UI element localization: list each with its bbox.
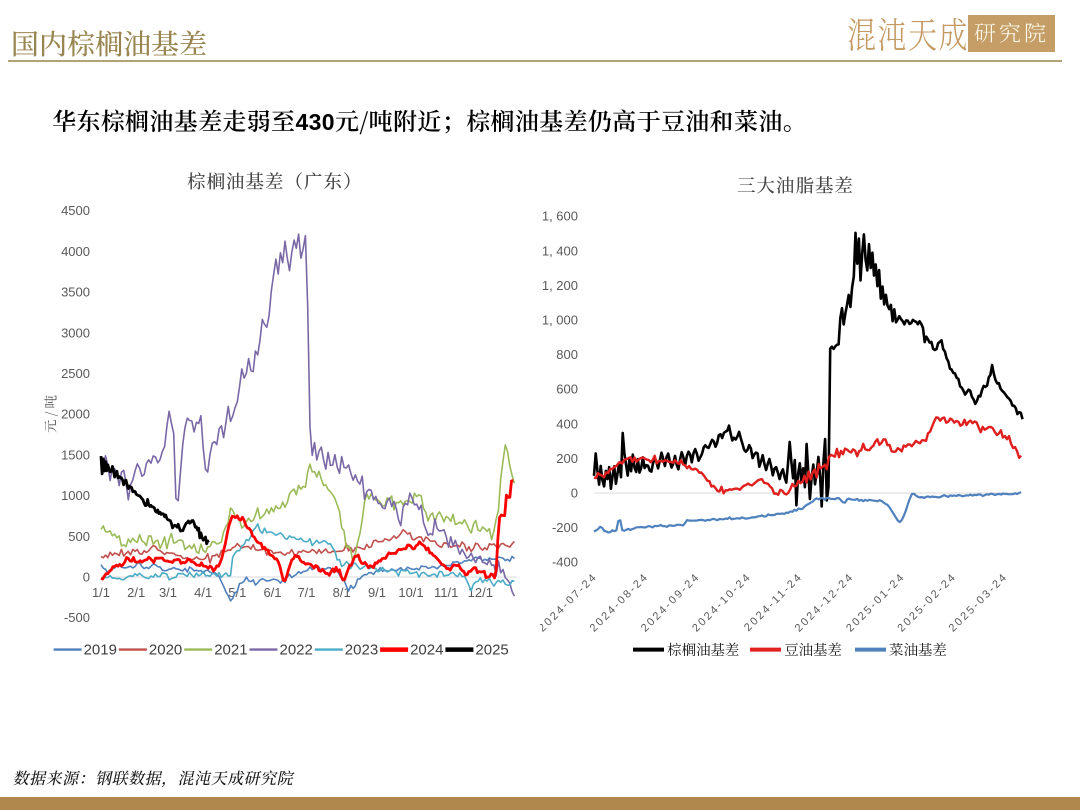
svg-text:1, 400: 1, 400: [542, 243, 578, 258]
svg-text:1500: 1500: [61, 447, 90, 462]
svg-text:2500: 2500: [61, 366, 90, 381]
svg-text:4500: 4500: [61, 203, 90, 218]
svg-text:500: 500: [68, 529, 90, 544]
svg-text:豆油基差: 豆油基差: [784, 639, 842, 660]
svg-text:1/1: 1/1: [92, 585, 110, 600]
svg-text:2023: 2023: [345, 642, 378, 659]
svg-text:2021: 2021: [214, 642, 247, 659]
svg-text:1, 600: 1, 600: [542, 209, 578, 224]
svg-text:10/1: 10/1: [398, 585, 423, 600]
svg-text:2000: 2000: [61, 407, 90, 422]
svg-text:9/1: 9/1: [368, 585, 386, 600]
svg-text:8/1: 8/1: [333, 585, 351, 600]
svg-text:5/1: 5/1: [228, 585, 246, 600]
svg-text:3000: 3000: [61, 325, 90, 340]
svg-text:7/1: 7/1: [297, 585, 315, 600]
svg-text:3500: 3500: [61, 285, 90, 300]
svg-text:12/1: 12/1: [468, 585, 493, 600]
svg-text:元/吨: 元/吨: [40, 392, 60, 433]
svg-text:棕榈油基差: 棕榈油基差: [667, 639, 740, 660]
svg-text:0: 0: [83, 570, 90, 585]
svg-text:4000: 4000: [61, 244, 90, 259]
svg-text:0: 0: [571, 486, 578, 501]
svg-text:2/1: 2/1: [127, 585, 145, 600]
svg-text:4/1: 4/1: [194, 585, 212, 600]
svg-text:-500: -500: [64, 610, 90, 625]
svg-text:2022: 2022: [280, 642, 313, 659]
svg-text:2020: 2020: [149, 642, 182, 659]
svg-text:200: 200: [556, 451, 578, 466]
svg-text:400: 400: [556, 416, 578, 431]
svg-text:11/1: 11/1: [434, 585, 458, 600]
svg-text:-400: -400: [552, 555, 578, 570]
svg-text:800: 800: [556, 347, 578, 362]
svg-text:-200: -200: [552, 520, 578, 535]
svg-text:1, 200: 1, 200: [542, 278, 578, 293]
svg-text:菜油基差: 菜油基差: [889, 639, 947, 660]
svg-text:6/1: 6/1: [263, 585, 281, 600]
svg-text:2025: 2025: [475, 642, 508, 659]
svg-text:2019: 2019: [84, 642, 117, 659]
svg-text:1, 000: 1, 000: [542, 313, 578, 328]
svg-text:1000: 1000: [61, 488, 90, 503]
svg-text:2024: 2024: [410, 642, 443, 659]
svg-text:600: 600: [556, 382, 578, 397]
svg-text:3/1: 3/1: [159, 585, 177, 600]
